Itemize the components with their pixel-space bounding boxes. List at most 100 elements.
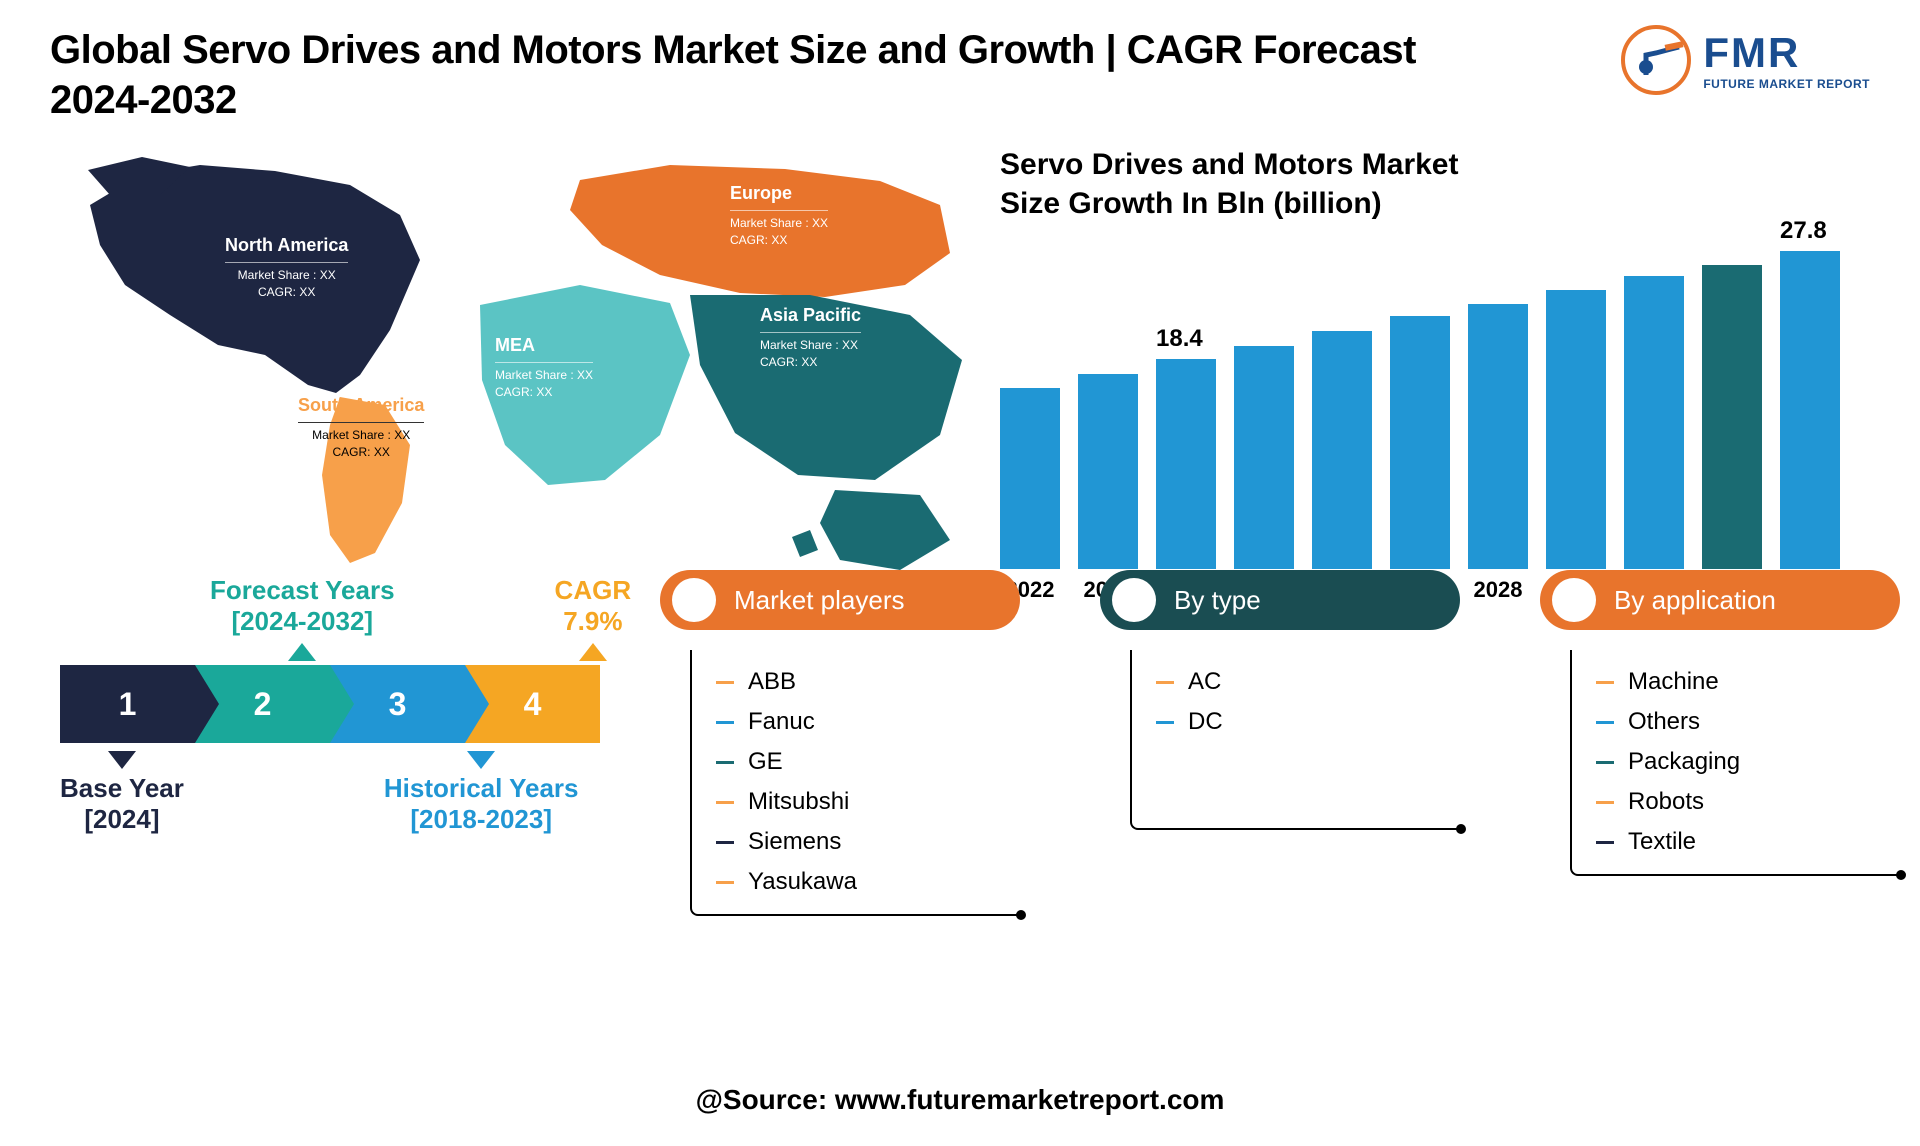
region-sa-sub: Market Share : XX CAGR: XX xyxy=(298,422,424,461)
logo-sub-text: FUTURE MARKET REPORT xyxy=(1703,77,1870,91)
timeline-seg-1: 1 xyxy=(60,665,195,743)
region-ap-sub: Market Share : XX CAGR: XX xyxy=(760,332,861,371)
tick-icon xyxy=(716,841,734,844)
tl-base-l2: [2024] xyxy=(84,804,159,834)
timeline-label-forecast: Forecast Years [2024-2032] xyxy=(210,575,395,661)
seg-ba-title: By application xyxy=(1614,585,1776,616)
arrow-down-icon xyxy=(108,751,136,769)
bar: 18.4 xyxy=(1156,359,1216,569)
tick-icon xyxy=(1596,761,1614,764)
list-item: Siemens xyxy=(716,822,1020,862)
tl-forecast-l2: [2024-2032] xyxy=(231,606,373,636)
list-item: Packaging xyxy=(1596,742,1900,782)
list-item-text: Packaging xyxy=(1628,748,1740,776)
list-item-text: Others xyxy=(1628,708,1700,736)
na-share: Market Share : XX xyxy=(238,268,336,282)
tl-base-l1: Base Year xyxy=(60,773,184,803)
segment-dot-icon xyxy=(672,578,716,622)
segment-header-market-players: Market players xyxy=(660,570,1020,630)
timeline-bottom-labels: Base Year [2024] Historical Years [2018-… xyxy=(60,751,579,835)
tick-icon xyxy=(716,801,734,804)
bar xyxy=(1234,346,1294,569)
region-north-america: North America Market Share : XX CAGR: XX xyxy=(225,235,348,301)
bar xyxy=(1312,331,1372,569)
segment-dot-icon xyxy=(1552,578,1596,622)
tick-icon xyxy=(1596,801,1614,804)
seg-mp-title: Market players xyxy=(734,585,905,616)
arrow-up-icon xyxy=(288,643,316,661)
region-ap-name: Asia Pacific xyxy=(760,305,861,325)
arrow-up-icon xyxy=(579,643,607,661)
bar: 27.8 xyxy=(1780,251,1840,569)
timeline-label-cagr: CAGR 7.9% xyxy=(555,575,632,661)
region-south-america: South America Market Share : XX CAGR: XX xyxy=(298,395,424,461)
page-title: Global Servo Drives and Motors Market Si… xyxy=(50,25,1416,125)
tl-cagr-l2: 7.9% xyxy=(563,606,622,636)
list-item: Yasukawa xyxy=(716,862,1020,902)
list-item-text: Machine xyxy=(1628,668,1719,696)
tl-hist-l2: [2018-2023] xyxy=(410,804,552,834)
header: Global Servo Drives and Motors Market Si… xyxy=(50,25,1870,125)
segments-row: Market players ABBFanucGEMitsubshiSiemen… xyxy=(660,570,1900,916)
bar xyxy=(1546,290,1606,569)
timeline-label-historical: Historical Years [2018-2023] xyxy=(384,751,579,835)
bar-value-label: 27.8 xyxy=(1780,217,1827,245)
tl-forecast-l1: Forecast Years xyxy=(210,575,395,605)
bar-column: 2028 xyxy=(1468,304,1528,603)
list-item-text: Mitsubshi xyxy=(748,788,849,816)
list-item: DC xyxy=(1156,702,1460,742)
list-item: Fanuc xyxy=(716,702,1020,742)
list-item: Others xyxy=(1596,702,1900,742)
list-by-application: Machine Others Packaging Robots Textile xyxy=(1596,662,1900,862)
region-asia-pacific: Asia Pacific Market Share : XX CAGR: XX xyxy=(760,305,861,371)
timeline-label-base: Base Year [2024] xyxy=(60,751,184,835)
timeline-top-labels: Forecast Years [2024-2032] CAGR 7.9% xyxy=(200,575,631,661)
title-line-1: Global Servo Drives and Motors Market Si… xyxy=(50,28,1416,72)
bar-value-label: 18.4 xyxy=(1156,325,1203,353)
tick-icon xyxy=(1596,721,1614,724)
region-mea-sub: Market Share : XX CAGR: XX xyxy=(495,362,593,401)
list-market-players: ABBFanucGEMitsubshiSiemensYasukawa xyxy=(716,662,1020,902)
bar xyxy=(1000,388,1060,569)
bar-chart: 2022202318.42024202520262027202820292030… xyxy=(1000,233,1870,603)
bar-column: 2026 xyxy=(1312,331,1372,603)
eu-cagr: CAGR: XX xyxy=(730,233,787,247)
bar-chart-title: Servo Drives and Motors Market Size Grow… xyxy=(1000,145,1520,223)
region-mea: MEA Market Share : XX CAGR: XX xyxy=(495,335,593,401)
list-item-text: Siemens xyxy=(748,828,841,856)
list-item-text: Robots xyxy=(1628,788,1704,816)
segment-header-by-application: By application xyxy=(1540,570,1900,630)
region-sa-name: South America xyxy=(298,395,424,415)
bar-column: 2027 xyxy=(1390,316,1450,603)
bar xyxy=(1702,265,1762,569)
bar-column: 18.42024 xyxy=(1156,359,1216,603)
segment-by-application: By application Machine Others Packaging Rob… xyxy=(1540,570,1900,916)
list-item: Mitsubshi xyxy=(716,782,1020,822)
region-europe: Europe Market Share : XX CAGR: XX xyxy=(730,183,828,249)
list-item-text: DC xyxy=(1188,708,1223,736)
segment-body-by-application: Machine Others Packaging Robots Textile xyxy=(1570,650,1900,876)
timeline-bar: 1 2 3 4 xyxy=(60,665,600,743)
tick-icon xyxy=(1156,721,1174,724)
list-item-text: Textile xyxy=(1628,828,1696,856)
tick-icon xyxy=(716,681,734,684)
list-item: Robots xyxy=(1596,782,1900,822)
bar-column: 27.82032 xyxy=(1780,251,1840,603)
list-item-text: Yasukawa xyxy=(748,868,857,896)
ap-share: Market Share : XX xyxy=(760,338,858,352)
segment-by-type: By type AC DC xyxy=(1100,570,1460,916)
region-eu-sub: Market Share : XX CAGR: XX xyxy=(730,210,828,249)
mea-share: Market Share : XX xyxy=(495,368,593,382)
tick-icon xyxy=(716,881,734,884)
segment-header-by-type: By type xyxy=(1100,570,1460,630)
sa-cagr: CAGR: XX xyxy=(333,445,390,459)
list-item: ABB xyxy=(716,662,1020,702)
tick-icon xyxy=(1156,681,1174,684)
region-na-sub: Market Share : XX CAGR: XX xyxy=(225,262,348,301)
bar-column: 2025 xyxy=(1234,346,1294,603)
mea-cagr: CAGR: XX xyxy=(495,385,552,399)
list-item: Machine xyxy=(1596,662,1900,702)
tl-cagr-l1: CAGR xyxy=(555,575,632,605)
list-item-text: AC xyxy=(1188,668,1221,696)
bar-column: 2029 xyxy=(1546,290,1606,603)
